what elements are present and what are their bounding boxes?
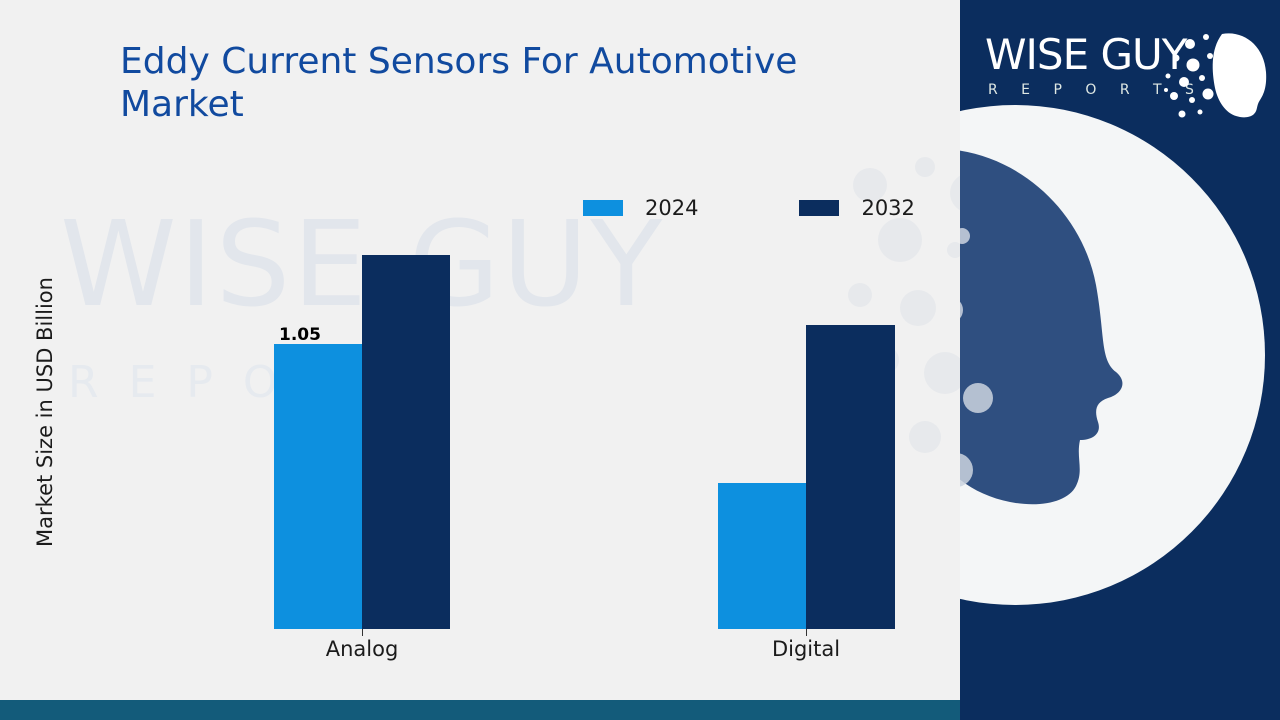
bar-digital-2024[interactable] <box>718 483 806 629</box>
plot-area: 1.05 Analog Digital <box>274 255 895 661</box>
legend-label-2032: 2032 <box>861 195 915 220</box>
logo-face-icon <box>1164 33 1267 118</box>
head-silhouette-icon <box>960 150 1123 505</box>
footer-strip <box>0 700 960 720</box>
logo-wordmark: WISE GUY <box>985 30 1187 79</box>
brand-logo: WISE GUY R E P O R T S <box>985 30 1267 122</box>
x-axis-tick-analog <box>362 629 363 636</box>
chart-legend: 2024 2032 <box>583 195 915 221</box>
legend-swatch-2024 <box>583 200 623 216</box>
page-title: Eddy Current Sensors For Automotive Mark… <box>120 41 798 125</box>
logo-subtitle: R E P O R T S <box>988 82 1204 98</box>
x-axis-label-analog: Analog <box>325 637 399 661</box>
x-axis-tick-digital <box>806 629 807 636</box>
bar-label-analog-2024: 1.05 <box>279 325 321 345</box>
bar-analog-2024[interactable] <box>274 344 362 629</box>
legend-item-2032[interactable]: 2032 <box>799 195 915 220</box>
x-axis-label-digital: Digital <box>771 637 841 661</box>
legend-item-2024[interactable]: 2024 <box>583 195 699 220</box>
brand-panel <box>960 0 1280 720</box>
bar-digital-2032[interactable] <box>806 325 895 629</box>
legend-label-2024: 2024 <box>645 195 699 220</box>
legend-swatch-2032 <box>799 200 840 216</box>
bar-analog-2032[interactable] <box>362 255 450 629</box>
brand-dots-icon <box>960 228 993 487</box>
